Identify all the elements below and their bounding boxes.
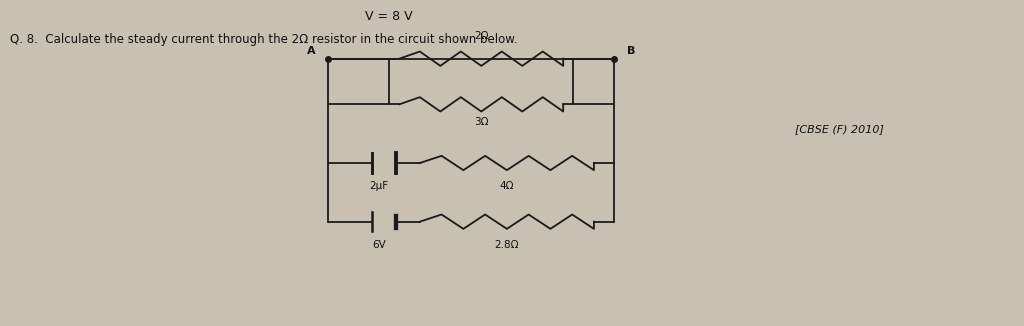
Text: A: A (307, 46, 315, 55)
Text: B: B (627, 46, 635, 55)
Text: 6V: 6V (372, 240, 386, 250)
Text: Q. 8.  Calculate the steady current through the 2Ω resistor in the circuit shown: Q. 8. Calculate the steady current throu… (10, 33, 518, 46)
Text: 2.8Ω: 2.8Ω (495, 240, 519, 250)
Text: 2Ω: 2Ω (474, 31, 488, 41)
Text: 4Ω: 4Ω (500, 181, 514, 191)
Text: 2μF: 2μF (370, 181, 388, 191)
Text: V = 8 V: V = 8 V (366, 10, 413, 23)
Text: [CBSE (F) 2010]: [CBSE (F) 2010] (796, 124, 884, 134)
Text: 3Ω: 3Ω (474, 117, 488, 127)
